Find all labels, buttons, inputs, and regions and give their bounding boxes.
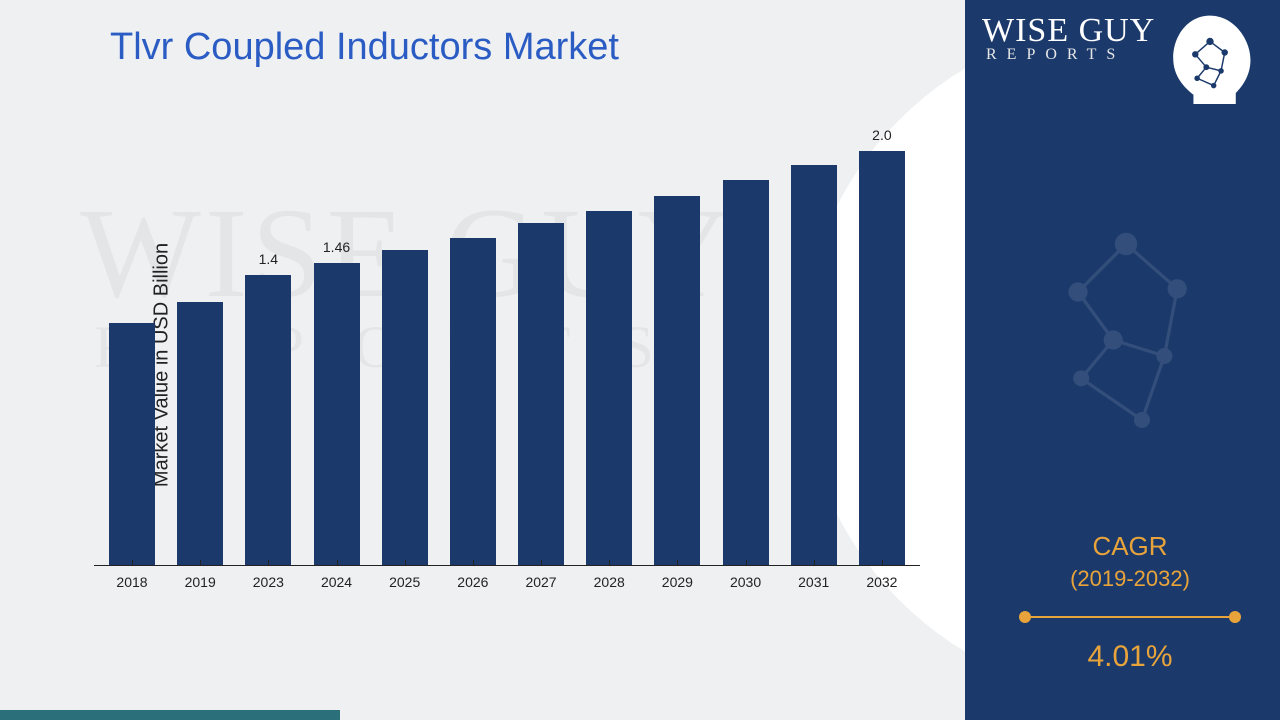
bar-2023: 1.4 <box>234 251 302 566</box>
bar-2026 <box>439 214 507 566</box>
bar-value-label: 1.4 <box>259 251 278 269</box>
x-tick-2032: 2032 <box>848 566 916 600</box>
bar-2030 <box>712 156 780 566</box>
bar-2018 <box>98 299 166 566</box>
bar-rect <box>314 263 360 566</box>
cagr-divider <box>1025 616 1235 618</box>
x-tick-2019: 2019 <box>166 566 234 600</box>
bar-value-label: 2.0 <box>872 127 891 145</box>
bar-rect <box>450 238 496 566</box>
report-graphic: WISE GUY REPORTS Tlvr Coupled Inductors … <box>0 0 1280 720</box>
cagr-label: CAGR <box>980 531 1280 562</box>
x-tick-2030: 2030 <box>712 566 780 600</box>
x-tick-2028: 2028 <box>575 566 643 600</box>
bar-rect <box>109 323 155 566</box>
bar-rect <box>382 250 428 566</box>
cagr-value: 4.01% <box>980 640 1280 674</box>
x-tick-2024: 2024 <box>303 566 371 600</box>
bar-rect <box>859 151 905 566</box>
bar-2025 <box>371 226 439 566</box>
cagr-range: (2019-2032) <box>980 566 1280 592</box>
bar-rect <box>586 211 632 566</box>
bar-rect <box>177 302 223 566</box>
market-bar-chart: Market Value in USD Billion 1.41.462.0 2… <box>40 130 920 600</box>
bar-2024: 1.46 <box>303 239 371 566</box>
chart-title: Tlvr Coupled Inductors Market <box>110 26 619 69</box>
x-tick-2025: 2025 <box>371 566 439 600</box>
x-tick-2018: 2018 <box>98 566 166 600</box>
brand-head-icon <box>1164 12 1256 104</box>
x-tick-2023: 2023 <box>234 566 302 600</box>
bar-rect <box>723 180 769 566</box>
bar-rect <box>245 275 291 566</box>
bar-2019 <box>166 278 234 566</box>
x-tick-2027: 2027 <box>507 566 575 600</box>
x-axis: 2018201920232024202520262027202820292030… <box>94 566 920 600</box>
bar-2029 <box>643 172 711 566</box>
bar-2027 <box>507 199 575 566</box>
bar-value-label: 1.46 <box>323 239 350 257</box>
x-tick-2026: 2026 <box>439 566 507 600</box>
plot-area: 1.4 1.46 2.0 <box>94 130 920 566</box>
cagr-block: CAGR (2019-2032) 4.01% <box>980 531 1280 674</box>
bar-rect <box>791 165 837 566</box>
bar-rect <box>654 196 700 566</box>
bar-rect <box>518 223 564 566</box>
x-tick-2029: 2029 <box>643 566 711 600</box>
bottom-strip <box>0 710 340 720</box>
bar-2031 <box>780 141 848 566</box>
bar-2032: 2.0 <box>848 127 916 566</box>
x-tick-2031: 2031 <box>780 566 848 600</box>
bar-2028 <box>575 187 643 566</box>
bars-container: 1.4 1.46 2.0 <box>94 130 920 566</box>
brand-logo: WISE GUY REPORTS <box>982 12 1262 104</box>
